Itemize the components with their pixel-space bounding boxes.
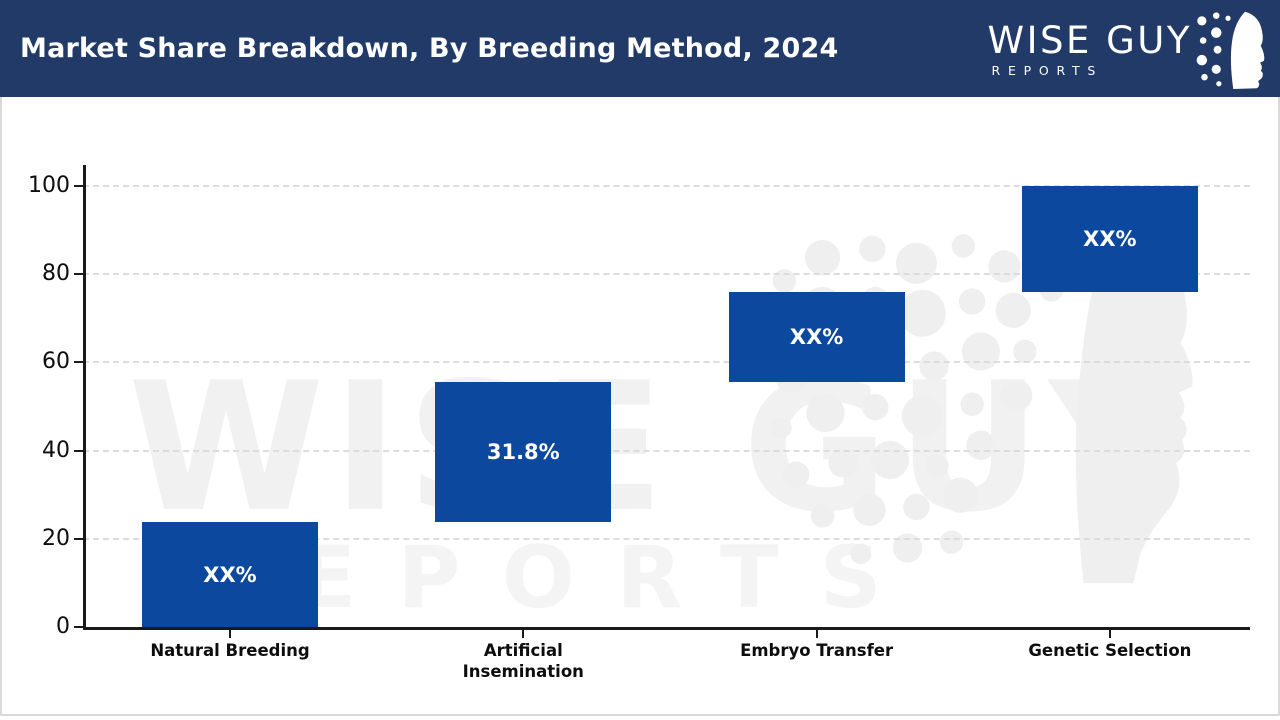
- y-tick-mark: [74, 626, 83, 628]
- y-tick-label: 60: [42, 349, 70, 375]
- page-border-right: [1278, 97, 1280, 716]
- gridline: [83, 185, 1250, 187]
- y-tick-mark: [74, 449, 83, 452]
- y-tick-mark: [74, 537, 83, 540]
- logo-head-icon: [1196, 11, 1265, 89]
- y-axis-line: [83, 165, 86, 630]
- y-tick-label: 100: [28, 173, 70, 198]
- page-title: Market Share Breakdown, By Breeding Meth…: [20, 33, 839, 64]
- brand-logo-text: WISE GUY REPORTS: [987, 19, 1192, 78]
- gridline: [83, 361, 1250, 364]
- x-tick-mark: [522, 629, 525, 638]
- x-tick-label: Embryo Transfer: [740, 641, 894, 660]
- bar-natural-breeding: XX%: [142, 522, 318, 627]
- x-tick-label: Artificial Insemination: [462, 641, 584, 681]
- chart-area: WISE GUY REPORTS 0 20 40 60 80 100 XX% 31.8% XX%…: [0, 97, 1280, 720]
- page-border-left: [0, 97, 2, 716]
- x-tick-label: Natural Breeding: [150, 641, 310, 660]
- brand-logo: WISE GUY REPORTS: [988, 6, 1266, 94]
- gridline: [83, 273, 1250, 276]
- y-tick-label: 0: [56, 614, 70, 639]
- bar-genetic-selection: XX%: [1021, 186, 1198, 293]
- y-tick-label: 40: [42, 437, 70, 463]
- header: Market Share Breakdown, By Breeding Meth…: [0, 0, 1280, 97]
- x-axis-line: [83, 627, 1250, 630]
- x-tick-label: Genetic Selection: [1028, 641, 1192, 660]
- x-tick-mark: [1108, 629, 1111, 638]
- gridline: [83, 449, 1250, 452]
- gridline: [83, 537, 1250, 540]
- page-border-bottom: [0, 714, 1280, 716]
- logo-wordmark: WISE GUY: [987, 19, 1192, 63]
- x-tick-mark: [229, 629, 231, 638]
- y-tick-label: 80: [42, 261, 70, 287]
- bar-artificial-insemination: 31.8%: [435, 381, 612, 523]
- bar-embryo-transfer: XX%: [728, 292, 905, 382]
- bar-value-label: XX%: [1083, 227, 1137, 252]
- bar-value-label: XX%: [789, 325, 844, 350]
- y-tick-mark: [74, 185, 83, 187]
- y-tick-mark: [74, 273, 83, 276]
- x-tick-mark: [815, 629, 818, 638]
- y-tick-mark: [74, 361, 83, 364]
- logo-subtitle: REPORTS: [991, 62, 1104, 78]
- y-tick-label: 20: [42, 525, 70, 551]
- bar-value-label: XX%: [203, 562, 257, 587]
- bar-value-label: 31.8%: [486, 439, 560, 464]
